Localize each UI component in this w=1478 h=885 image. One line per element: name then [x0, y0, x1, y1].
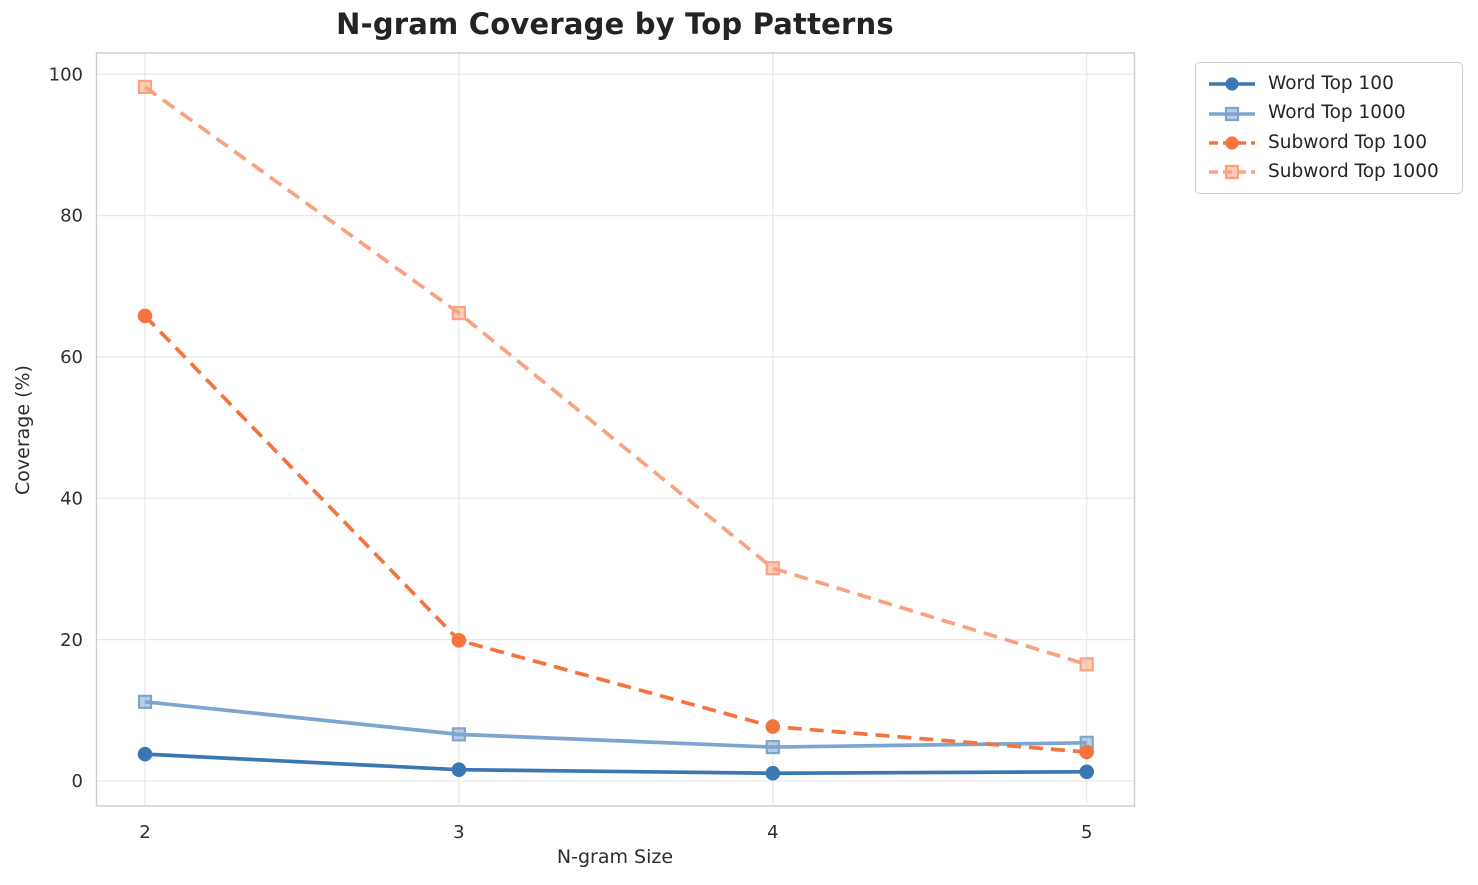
x-tick-label: 4	[767, 822, 778, 843]
x-tick-label: 5	[1081, 822, 1092, 843]
y-tick-label: 80	[60, 206, 83, 227]
data-point-subword-top-100	[451, 633, 467, 648]
legend-label: Subword Top 100	[1268, 131, 1427, 153]
legend: Word Top 100 Word Top 1000 Subword Top 1…	[1195, 62, 1463, 195]
series-line-word-top-1000	[144, 699, 1087, 749]
series-line-word-top-100	[144, 752, 1087, 776]
y-axis-label: Coverage (%)	[12, 365, 34, 495]
data-point-word-top-100	[451, 762, 467, 777]
series-line-subword-top-100	[143, 314, 1087, 754]
data-point-word-top-100	[137, 746, 153, 762]
data-point-word-top-100	[1079, 764, 1094, 780]
legend-label: Subword Top 1000	[1268, 161, 1439, 183]
legend-line-marker-swatch	[1208, 105, 1256, 123]
legend-item-subword-top-100: Subword Top 100	[1208, 131, 1450, 153]
series-line-subword-top-1000	[143, 85, 1088, 667]
data-point-word-top-1000	[451, 727, 466, 742]
legend-swatch-word-top-100	[1209, 77, 1255, 91]
legend-item-subword-top-1000: Subword Top 1000	[1208, 161, 1450, 183]
x-tick-label: 3	[453, 822, 464, 843]
y-tick-label: 20	[60, 630, 83, 651]
legend-line-marker-swatch	[1208, 134, 1256, 152]
chart-title: N-gram Coverage by Top Patterns	[336, 7, 894, 41]
legend-swatch-subword-top-1000	[1209, 165, 1255, 180]
plot-border	[95, 52, 1136, 807]
data-point-subword-top-1000	[451, 305, 466, 321]
y-tick-label: 100	[49, 64, 83, 85]
legend-item-word-top-100: Word Top 100	[1208, 73, 1450, 94]
data-point-subword-top-1000	[765, 561, 780, 576]
data-point-subword-top-100	[137, 308, 153, 324]
data-point-word-top-100	[765, 765, 781, 781]
y-tick-label: 0	[72, 771, 83, 792]
data-point-word-top-1000	[137, 694, 153, 709]
data-point-subword-top-1000	[137, 79, 153, 95]
x-axis-label: N-gram Size	[556, 846, 674, 868]
legend-item-word-top-1000: Word Top 1000	[1208, 102, 1450, 124]
y-tick-label: 40	[60, 488, 83, 509]
legend-swatch-word-top-1000	[1209, 106, 1255, 121]
data-point-subword-top-100	[765, 719, 781, 734]
y-tick-label: 60	[60, 347, 83, 368]
legend-line-marker-swatch	[1208, 75, 1256, 93]
data-point-subword-top-100	[1079, 744, 1094, 760]
data-point-word-top-1000	[765, 739, 780, 755]
legend-line-marker-swatch	[1208, 163, 1256, 181]
legend-label: Word Top 100	[1268, 73, 1394, 94]
data-point-subword-top-1000	[1079, 657, 1094, 672]
legend-label: Word Top 1000	[1268, 102, 1406, 124]
x-tick-label: 2	[139, 822, 150, 843]
legend-swatch-subword-top-100	[1209, 136, 1255, 150]
